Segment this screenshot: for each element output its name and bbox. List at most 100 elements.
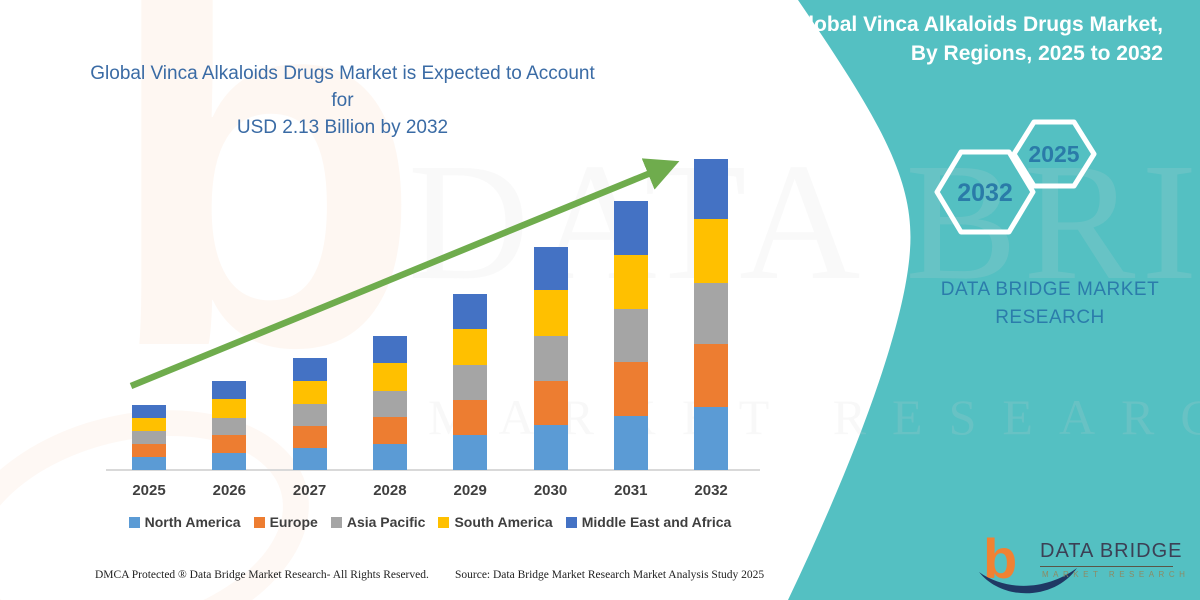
legend-item-south-america: South America [438,514,553,530]
chart-title-line1: Global Vinca Alkaloids Drugs Market is E… [90,63,595,111]
bar-segment-2026-south-america [212,398,247,418]
stacked-bar-2029 [453,293,488,470]
brand-text: DATA BRIDGE MARKET RESEARCH [920,276,1180,332]
bar-segment-2028-asia-pacific [372,391,407,418]
stacked-bar-2025 [132,404,166,470]
bar-segment-2025-south-america [132,417,166,431]
stacked-bar-2026 [212,381,247,470]
bar-segment-2028-north-america [372,443,407,470]
panel-title-line2: By Regions, 2025 to 2032 [910,42,1163,65]
bar-segment-2028-middle-east-and-africa [372,335,407,364]
bar-segment-2029-asia-pacific [453,365,488,400]
bar-segment-2025-middle-east-and-africa [132,404,166,418]
brand-text-line2: RESEARCH [995,307,1105,328]
bar-segment-2030-asia-pacific [533,335,568,381]
bar-segment-2026-middle-east-and-africa [212,381,247,399]
bar-segment-2029-middle-east-and-africa [453,293,488,329]
stacked-bar-2032 [694,159,729,470]
stacked-bar-2027 [292,357,327,470]
bar-segment-2025-europe [132,443,166,457]
logo-swoosh [979,568,1077,594]
x-tick-label-2032: 2032 [694,482,728,499]
bar-segment-2032-europe [694,344,729,408]
bar-segment-2026-europe [212,435,247,453]
legend-label: North America [144,514,241,530]
bar-segment-2027-middle-east-and-africa [292,357,327,381]
bar-segment-2028-south-america [372,363,407,392]
legend-swatch-icon [565,516,577,528]
bar-segment-2027-asia-pacific [292,404,327,427]
bar-segment-2030-north-america [533,424,568,470]
hexagon-2025-label: 2025 [1028,141,1079,167]
legend-swatch-icon [438,516,450,528]
hexagon-2025 [1011,119,1097,189]
legend-item-europe: Europe [253,514,318,530]
hexagon-2032 [934,149,1036,235]
legend-item-north-america: North America [128,514,241,530]
panel-title: Global Vinca Alkaloids Drugs Market, By … [792,10,1163,68]
legend-swatch-icon [253,516,265,528]
bar-segment-2029-europe [453,400,488,435]
teal-panel-shape [788,0,1200,600]
bar-segment-2029-south-america [453,328,488,365]
panel-title-line1: Global Vinca Alkaloids Drugs Market, [791,13,1163,36]
bar-segment-2031-north-america [613,416,648,470]
trend-arrow-line [129,158,680,390]
x-tick-label-2028: 2028 [373,482,407,499]
watermark-b-glyph: b [105,0,423,455]
logo-tagline: MARKET RESEARCH [1042,570,1190,579]
bar-segment-2031-middle-east-and-africa [613,201,648,256]
logo-b-icon: b [979,528,1077,594]
x-tick-label-2026: 2026 [212,482,246,499]
legend-item-middle-east-and-africa: Middle East and Africa [565,514,732,530]
x-tick-label-2027: 2027 [292,482,327,499]
legend-swatch-icon [330,516,342,528]
stacked-bar-2031 [613,201,648,470]
legend-swatch-icon [128,516,140,528]
bar-segment-2030-europe [533,380,568,425]
footer-dmca-text: DMCA Protected ® Data Bridge Market Rese… [95,569,429,581]
bar-segment-2032-asia-pacific [694,283,729,345]
x-tick-label-2025: 2025 [132,482,166,499]
bar-segment-2027-south-america [292,380,327,405]
bar-segment-2031-south-america [613,255,648,310]
bar-segment-2028-europe [372,417,407,444]
bar-segment-2032-middle-east-and-africa [694,159,729,219]
x-tick-label-2029: 2029 [453,482,487,499]
bar-segment-2027-north-america [292,448,327,470]
logo-name: DATA BRIDGE [1040,540,1182,567]
x-axis-line [106,469,760,471]
legend-label: Asia Pacific [346,514,426,530]
chart-legend: North America Europe Asia Pacific South Ame… [95,514,765,530]
legend-item-asia-pacific: Asia Pacific [330,514,426,530]
bar-segment-2032-north-america [694,407,729,470]
x-tick-label-2031: 2031 [614,482,648,499]
legend-label: Europe [269,514,318,530]
legend-label: South America [454,514,553,530]
hexagon-2032-label: 2032 [957,179,1013,207]
bar-segment-2030-middle-east-and-africa [533,246,568,291]
bar-segment-2029-north-america [453,435,488,470]
bar-segment-2027-europe [292,426,327,449]
bar-segment-2031-asia-pacific [613,309,648,362]
databridge-logo: b DATA BRIDGE MARKET RESEARCH [975,528,1200,594]
footer-source-text: Source: Data Bridge Market Research Mark… [455,569,765,581]
brand-text-line1: DATA BRIDGE MARKET [940,279,1160,300]
bar-segment-2026-asia-pacific [212,417,247,435]
bar-segment-2025-asia-pacific [132,430,166,444]
x-tick-label-2030: 2030 [533,482,568,499]
bar-segment-2031-europe [613,362,648,416]
chart-title: Global Vinca Alkaloids Drugs Market is E… [85,60,600,141]
stacked-bar-2028 [372,335,407,470]
bar-segment-2030-south-america [533,290,568,336]
legend-label: Middle East and Africa [581,514,732,530]
stacked-bar-2030 [533,246,568,470]
bar-segment-2025-north-america [132,456,166,470]
bar-segment-2026-north-america [212,452,247,470]
bar-segment-2032-south-america [694,218,729,284]
chart-title-line2: USD 2.13 Billion by 2032 [236,117,449,138]
